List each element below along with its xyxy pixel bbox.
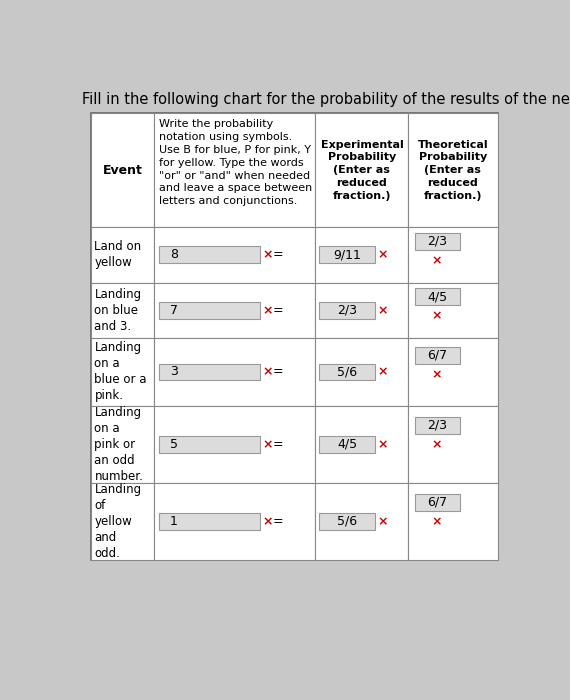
Text: ×: × [377, 365, 388, 379]
Bar [315, 338, 408, 406]
Bar [408, 483, 498, 560]
Text: ×: × [432, 254, 442, 267]
Text: 2/3: 2/3 [427, 419, 447, 432]
Text: ×: × [377, 438, 388, 451]
Bar [154, 406, 315, 483]
Text: 5/6: 5/6 [337, 365, 357, 379]
Text: ×: × [432, 309, 442, 322]
Text: Experimental
Probability
(Enter as
reduced
fraction.): Experimental Probability (Enter as reduc… [320, 139, 403, 201]
Text: =: = [273, 304, 283, 317]
Bar [408, 283, 498, 338]
Bar [315, 113, 408, 228]
Text: 6/7: 6/7 [427, 349, 447, 361]
Text: ×: × [262, 304, 272, 317]
Bar [159, 363, 259, 381]
Bar [408, 406, 498, 483]
Text: 4/5: 4/5 [427, 290, 447, 303]
Text: ×: × [432, 438, 442, 451]
Bar [91, 228, 154, 283]
Bar [159, 513, 259, 530]
Bar [414, 346, 459, 363]
Bar [414, 288, 459, 305]
Bar [414, 494, 459, 510]
Bar [154, 338, 315, 406]
Text: ×: × [432, 515, 442, 528]
Text: ×: × [377, 304, 388, 317]
Bar [408, 228, 498, 283]
Bar [315, 406, 408, 483]
Text: 1: 1 [170, 515, 177, 528]
Bar [319, 363, 375, 381]
Bar [159, 246, 259, 263]
Text: Theoretical
Probability
(Enter as
reduced
fraction.): Theoretical Probability (Enter as reduce… [418, 139, 488, 201]
Text: ×: × [262, 515, 272, 528]
Bar [154, 113, 315, 228]
Bar [319, 246, 375, 263]
Text: Fill in the following chart for the probability of the results of the next spin.: Fill in the following chart for the prob… [82, 92, 570, 107]
Text: 4/5: 4/5 [337, 438, 357, 451]
Bar [91, 483, 154, 560]
Text: 5: 5 [170, 438, 178, 451]
Text: =: = [273, 515, 283, 528]
Text: Event: Event [103, 164, 142, 176]
Bar [91, 113, 498, 560]
Bar [154, 228, 315, 283]
Bar [91, 338, 154, 406]
Text: ×: × [377, 515, 388, 528]
Bar [91, 283, 154, 338]
Bar [159, 436, 259, 453]
Text: 7: 7 [170, 304, 178, 317]
Bar [319, 302, 375, 318]
Text: 2/3: 2/3 [427, 234, 447, 248]
Text: 5/6: 5/6 [337, 515, 357, 528]
Text: ×: × [432, 368, 442, 381]
Text: 8: 8 [170, 248, 178, 261]
Text: ×: × [262, 248, 272, 261]
Text: =: = [273, 438, 283, 451]
Text: =: = [273, 365, 283, 379]
Bar [159, 302, 259, 318]
Bar [414, 416, 459, 433]
Text: =: = [273, 248, 283, 261]
Text: Landing
on blue
and 3.: Landing on blue and 3. [95, 288, 141, 333]
Bar [319, 436, 375, 453]
Bar [408, 113, 498, 228]
Text: 3: 3 [170, 365, 177, 379]
Bar [154, 283, 315, 338]
Bar [91, 406, 154, 483]
Bar [315, 283, 408, 338]
Text: Landing
on a
pink or
an odd
number.: Landing on a pink or an odd number. [95, 406, 144, 483]
Bar [408, 338, 498, 406]
Text: 2/3: 2/3 [337, 304, 357, 317]
Text: Write the probability
notation using symbols.
Use B for blue, P for pink, Y
for : Write the probability notation using sym… [159, 120, 312, 206]
Bar [154, 483, 315, 560]
Text: 6/7: 6/7 [427, 496, 447, 509]
Text: Landing
on a
blue or a
pink.: Landing on a blue or a pink. [95, 342, 147, 402]
Text: Landing
of
yellow
and
odd.: Landing of yellow and odd. [95, 483, 141, 560]
Bar [91, 113, 154, 228]
Text: ×: × [377, 248, 388, 261]
Bar [315, 228, 408, 283]
Bar [414, 232, 459, 250]
Text: 9/11: 9/11 [333, 248, 361, 261]
Text: Land on
yellow: Land on yellow [95, 240, 141, 270]
Text: ×: × [262, 365, 272, 379]
Bar [315, 483, 408, 560]
Text: ×: × [262, 438, 272, 451]
Bar [319, 513, 375, 530]
